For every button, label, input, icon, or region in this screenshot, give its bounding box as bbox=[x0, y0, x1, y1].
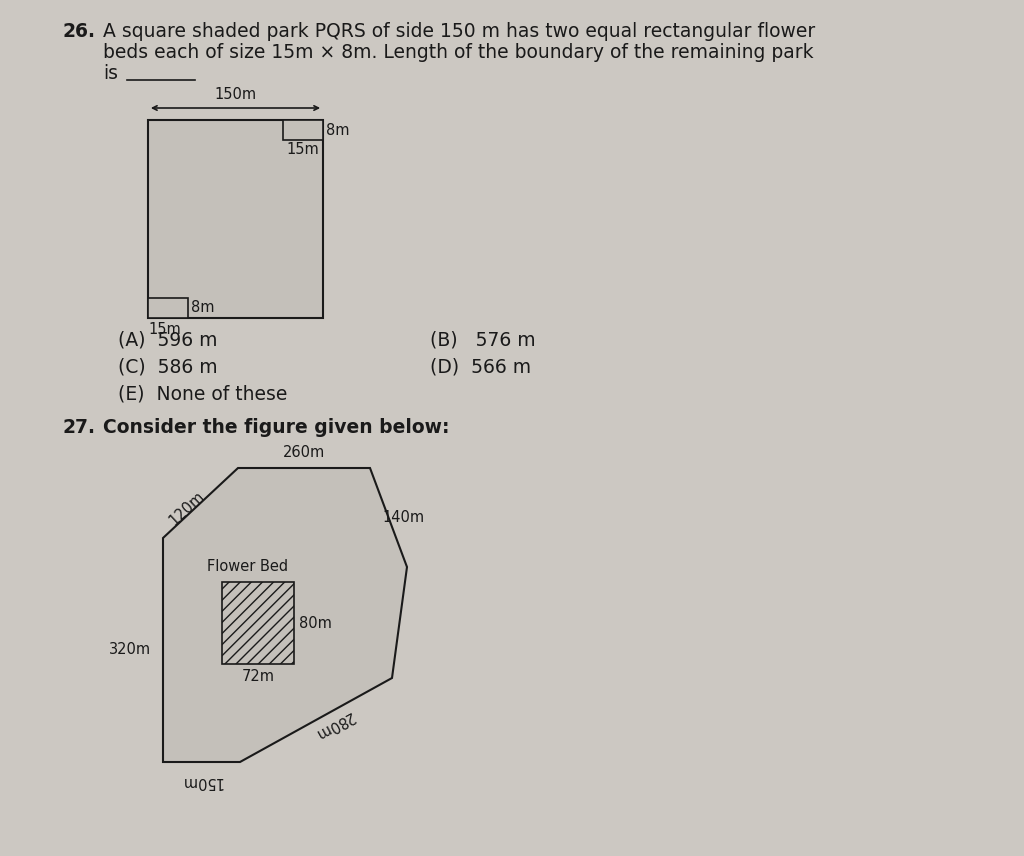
Text: 27.: 27. bbox=[62, 418, 95, 437]
Text: 8m: 8m bbox=[191, 300, 214, 316]
Text: 8m: 8m bbox=[326, 122, 349, 138]
Bar bbox=[283, 120, 323, 140]
Text: (E)  None of these: (E) None of these bbox=[118, 384, 288, 403]
Text: 150m: 150m bbox=[214, 87, 257, 102]
Text: 260m: 260m bbox=[283, 445, 326, 460]
Text: beds each of size 15m × 8m. Length of the boundary of the remaining park: beds each of size 15m × 8m. Length of th… bbox=[103, 43, 814, 62]
Text: (B)   576 m: (B) 576 m bbox=[430, 330, 536, 349]
Bar bbox=[148, 298, 188, 318]
Text: 320m: 320m bbox=[109, 643, 151, 657]
Text: Flower Bed: Flower Bed bbox=[208, 559, 289, 574]
Text: 280m: 280m bbox=[312, 708, 356, 742]
Text: 15m: 15m bbox=[287, 142, 319, 157]
Text: Consider the figure given below:: Consider the figure given below: bbox=[103, 418, 450, 437]
Text: 140m: 140m bbox=[382, 510, 424, 525]
Text: 26.: 26. bbox=[62, 22, 95, 41]
Text: (D)  566 m: (D) 566 m bbox=[430, 357, 531, 376]
Text: 120m: 120m bbox=[166, 488, 207, 528]
Text: A square shaded park PQRS of side 150 m has two equal rectangular flower: A square shaded park PQRS of side 150 m … bbox=[103, 22, 815, 41]
Text: 72m: 72m bbox=[242, 669, 274, 684]
Text: 150m: 150m bbox=[180, 774, 222, 789]
Text: (A)  596 m: (A) 596 m bbox=[118, 330, 217, 349]
Bar bbox=[222, 582, 294, 664]
Text: 15m: 15m bbox=[148, 322, 181, 337]
Text: 80m: 80m bbox=[299, 615, 332, 631]
Bar bbox=[148, 120, 323, 318]
Polygon shape bbox=[163, 468, 407, 762]
Text: (C)  586 m: (C) 586 m bbox=[118, 357, 218, 376]
Text: is: is bbox=[103, 64, 118, 83]
